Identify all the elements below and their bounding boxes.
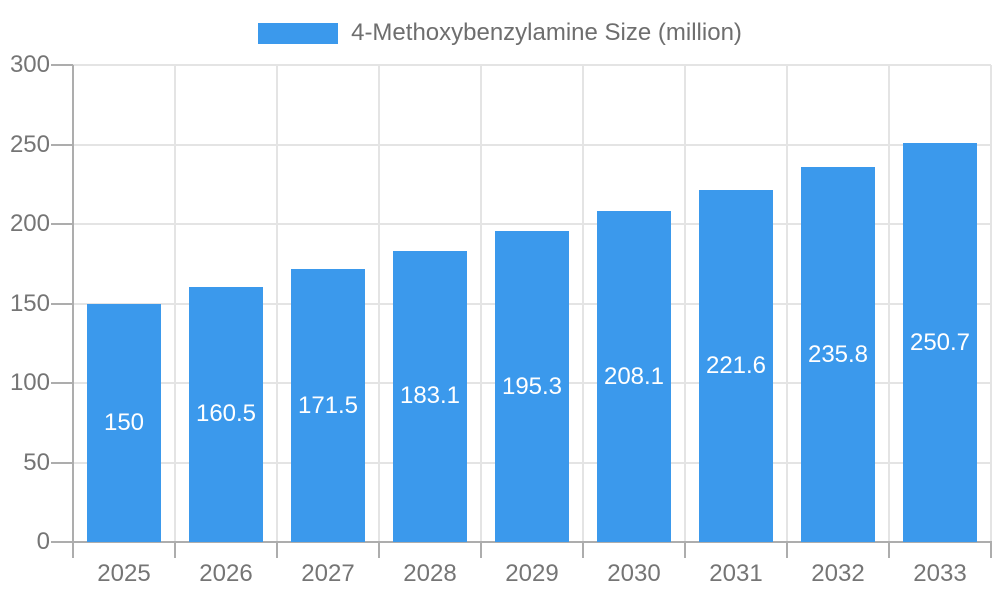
y-gridline (73, 223, 991, 225)
chart-legend: 4-Methoxybenzylamine Size (million) (0, 14, 1000, 52)
legend-item[interactable]: 4-Methoxybenzylamine Size (million) (258, 19, 742, 47)
x-axis-label: 2033 (913, 560, 967, 587)
bar-2030[interactable]: 208.1 (597, 211, 671, 542)
y-axis-label: 150 (9, 289, 50, 317)
y-axis-label: 300 (9, 51, 50, 78)
x-gridline (786, 65, 788, 542)
y-axis-label: 100 (9, 369, 50, 396)
bar-2029[interactable]: 195.3 (495, 231, 569, 542)
x-axis-label: 2027 (301, 560, 355, 587)
y-axis-tick (51, 223, 73, 225)
x-axis-tick (990, 542, 992, 558)
x-axis-label: 2032 (811, 560, 865, 587)
bar-value-label: 183.1 (399, 382, 461, 410)
y-gridline (73, 64, 991, 66)
x-gridline (582, 65, 584, 542)
x-axis-label: 2025 (97, 560, 151, 587)
bar-value-label: 221.6 (705, 351, 767, 379)
x-gridline (480, 65, 482, 542)
bar-value-label: 195.3 (501, 372, 563, 400)
x-gridline (174, 65, 176, 542)
bar-2025[interactable]: 150 (87, 303, 161, 542)
x-axis-tick (684, 542, 686, 558)
bar-value-label: 250.7 (909, 328, 971, 356)
bar-2026[interactable]: 160.5 (189, 286, 263, 542)
x-axis-tick (480, 542, 482, 558)
bar-value-label: 235.8 (807, 340, 869, 368)
bar-value-label: 171.5 (297, 391, 359, 419)
x-gridline (378, 65, 380, 542)
y-axis-tick (51, 541, 73, 543)
y-axis-tick (51, 382, 73, 384)
bar-value-label: 150 (103, 408, 145, 436)
x-axis-label: 2028 (403, 560, 457, 587)
bar-value-label: 208.1 (603, 362, 665, 390)
x-axis-label: 2026 (199, 560, 253, 587)
x-axis-tick (582, 542, 584, 558)
legend-color-swatch (258, 22, 339, 44)
legend-label: 4-Methoxybenzylamine Size (million) (351, 19, 742, 46)
x-gridline (684, 65, 686, 542)
x-axis-line (72, 541, 992, 543)
y-axis-tick (51, 461, 73, 464)
x-axis-label: 2031 (709, 560, 763, 587)
bar-2033[interactable]: 250.7 (903, 143, 977, 542)
x-axis-tick (888, 542, 890, 558)
y-axis-label: 200 (9, 210, 50, 237)
x-axis-label: 2030 (607, 560, 661, 587)
y-axis-tick (51, 143, 73, 146)
y-axis-tick (51, 64, 73, 66)
x-gridline (990, 65, 992, 542)
bar-2031[interactable]: 221.6 (699, 189, 773, 542)
x-axis-tick (786, 542, 788, 558)
bar-value-label: 160.5 (195, 400, 257, 428)
bar-2028[interactable]: 183.1 (393, 250, 467, 542)
y-axis-label: 0 (36, 528, 50, 555)
x-axis-label: 2029 (505, 560, 559, 587)
y-axis-line (72, 65, 74, 543)
x-axis-tick (72, 542, 74, 558)
bar-2032[interactable]: 235.8 (801, 167, 875, 542)
x-axis-tick (378, 542, 380, 558)
y-axis-tick (51, 302, 73, 305)
y-gridline (73, 143, 991, 146)
bar-2027[interactable]: 171.5 (291, 269, 365, 542)
y-axis-label: 50 (23, 448, 50, 476)
x-gridline (276, 65, 278, 542)
x-axis-tick (276, 542, 278, 558)
y-axis-label: 250 (9, 130, 50, 158)
x-axis-tick (174, 542, 176, 558)
x-gridline (888, 65, 890, 542)
